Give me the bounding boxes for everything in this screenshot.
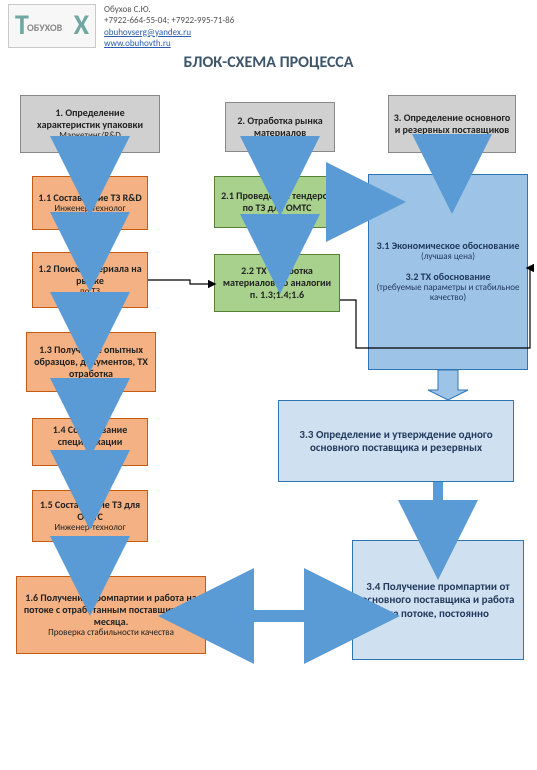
arrow-32-33 [428,370,468,400]
arrows-layer [0,0,537,770]
arrow-black-22-32 [340,268,530,348]
arrow-black-12-22 [148,280,214,284]
